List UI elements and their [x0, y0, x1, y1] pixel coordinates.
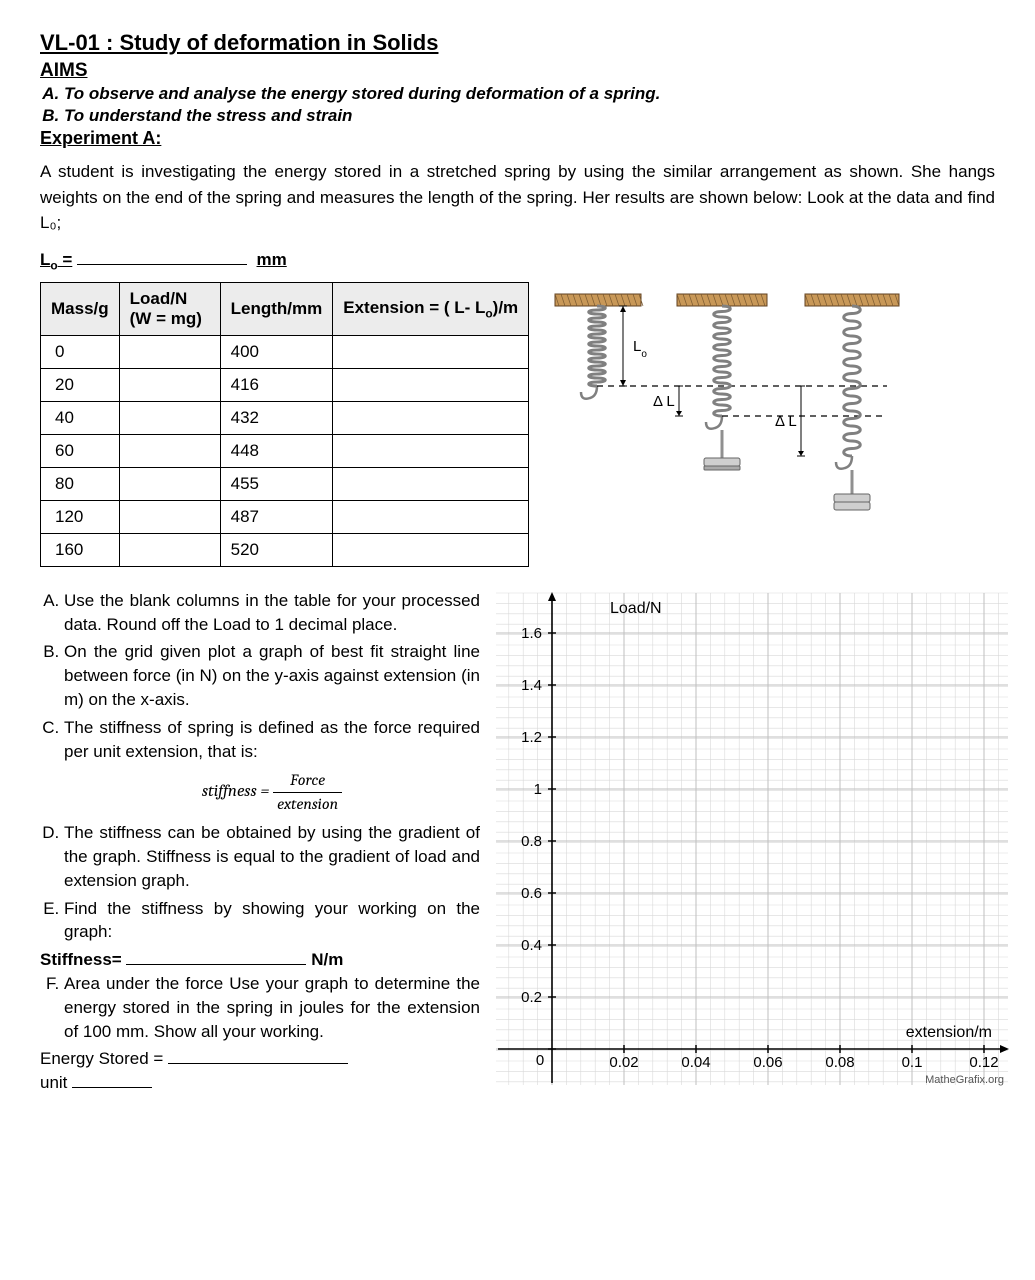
table-cell: 160 [41, 533, 120, 566]
aim-a: To observe and analyse the energy stored… [64, 84, 995, 104]
table-cell [333, 533, 529, 566]
q-f: Area under the force Use your graph to d… [64, 972, 480, 1043]
svg-text:1.2: 1.2 [521, 729, 542, 746]
svg-text:0.12: 0.12 [969, 1054, 998, 1071]
table-cell: 60 [41, 434, 120, 467]
graph-grid: 0 0.2 0.4 0.6 0.8 1 1.2 1.4 1.6 0.02 0.04 0.06 0.08 0… [492, 589, 1012, 1095]
svg-text:1.6: 1.6 [521, 625, 542, 642]
table-cell [119, 368, 220, 401]
q-c: The stiffness of spring is defined as th… [64, 716, 480, 815]
table-cell: 20 [41, 368, 120, 401]
svg-text:0.08: 0.08 [825, 1054, 854, 1071]
q-a: Use the blank columns in the table for y… [64, 589, 480, 637]
table-cell: 487 [220, 500, 333, 533]
table-cell [333, 335, 529, 368]
table-cell: 400 [220, 335, 333, 368]
svg-text:Δ L: Δ L [775, 413, 797, 430]
svg-text:Load/N: Load/N [610, 600, 662, 617]
table-cell: 0 [41, 335, 120, 368]
questions: Use the blank columns in the table for y… [40, 589, 480, 1095]
data-table: Mass/gLoad/N(W = mg)Length/mmExtension =… [40, 282, 529, 567]
table-cell: 120 [41, 500, 120, 533]
table-cell: 432 [220, 401, 333, 434]
q-e: Find the stiffness by showing your worki… [64, 897, 480, 945]
svg-text:0.1: 0.1 [902, 1054, 923, 1071]
table-cell [333, 467, 529, 500]
table-cell [119, 467, 220, 500]
table-cell [119, 335, 220, 368]
table-header: Extension = ( L- Lo)/m [333, 282, 529, 335]
svg-text:Δ L: Δ L [653, 393, 675, 410]
svg-text:0.06: 0.06 [753, 1054, 782, 1071]
svg-text:1.4: 1.4 [521, 677, 542, 694]
table-row: 120 487 [41, 500, 529, 533]
svg-text:0.6: 0.6 [521, 885, 542, 902]
table-row: 0 400 [41, 335, 529, 368]
page-title: VL-01 : Study of deformation in Solids [40, 30, 995, 56]
table-header: Length/mm [220, 282, 333, 335]
table-row: 160 520 [41, 533, 529, 566]
table-cell [333, 401, 529, 434]
table-cell: 520 [220, 533, 333, 566]
intro-text: A student is investigating the energy st… [40, 159, 995, 236]
table-cell: 40 [41, 401, 120, 434]
svg-text:0.02: 0.02 [609, 1054, 638, 1071]
svg-text:0.4: 0.4 [521, 937, 542, 954]
aims-heading: AIMS [40, 60, 995, 82]
experiment-heading: Experiment A: [40, 128, 995, 149]
table-cell [119, 533, 220, 566]
table-cell [333, 434, 529, 467]
table-row: 80 455 [41, 467, 529, 500]
spring-diagram: Lo Δ L Δ L [547, 282, 907, 562]
table-cell: 455 [220, 467, 333, 500]
table-cell [119, 434, 220, 467]
q-b: On the grid given plot a graph of best f… [64, 640, 480, 711]
table-cell: 80 [41, 467, 120, 500]
svg-text:0.04: 0.04 [681, 1054, 710, 1071]
svg-text:0.2: 0.2 [521, 989, 542, 1006]
table-row: 60 448 [41, 434, 529, 467]
aim-b: To understand the stress and strain [64, 106, 995, 126]
q-d: The stiffness can be obtained by using t… [64, 821, 480, 892]
svg-text:1: 1 [534, 781, 542, 798]
aims-list: To observe and analyse the energy stored… [40, 84, 995, 126]
l0-fill-line: Lo = mm [40, 250, 995, 272]
table-cell: 448 [220, 434, 333, 467]
table-cell [333, 500, 529, 533]
table-header: Load/N(W = mg) [119, 282, 220, 335]
svg-text:0: 0 [536, 1052, 544, 1069]
svg-text:MatheGrafix.org: MatheGrafix.org [925, 1074, 1004, 1086]
table-cell [119, 401, 220, 434]
table-cell [119, 500, 220, 533]
svg-text:extension/m: extension/m [906, 1024, 992, 1041]
svg-text:0.8: 0.8 [521, 833, 542, 850]
table-row: 20 416 [41, 368, 529, 401]
svg-text:Lo: Lo [633, 338, 647, 360]
table-row: 40 432 [41, 401, 529, 434]
table-cell: 416 [220, 368, 333, 401]
table-cell [333, 368, 529, 401]
table-header: Mass/g [41, 282, 120, 335]
